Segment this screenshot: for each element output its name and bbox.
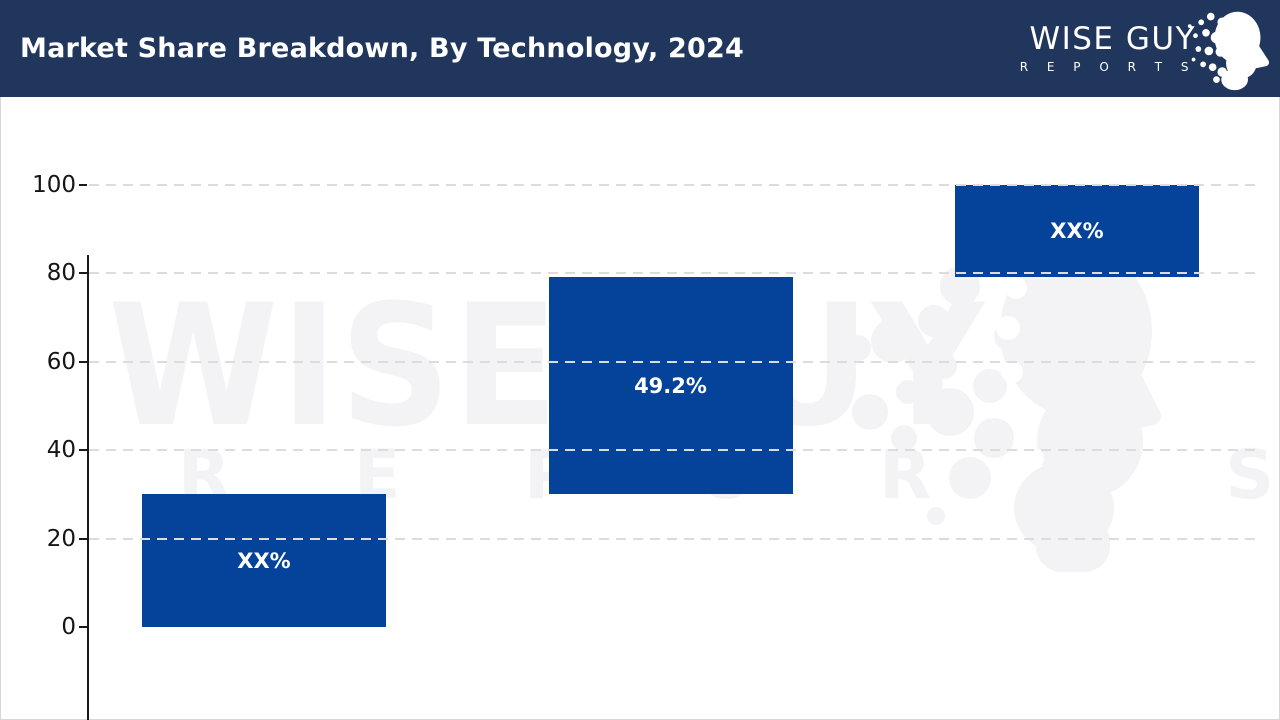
bar-organic-light-emitting-diode: [142, 494, 386, 627]
gridline-y-60: [89, 360, 1262, 363]
y-axis-tick-60: [79, 360, 87, 363]
logo-reports-text: R E P O R T S: [1019, 60, 1196, 74]
plot-area: XX%49.2%XX%020406080100Organic Light Emi…: [0, 97, 1280, 720]
y-axis-label-80: 80: [46, 260, 76, 287]
page-title: Market Share Breakdown, By Technology, 2…: [20, 33, 745, 64]
y-axis-label-100: 100: [32, 172, 76, 198]
y-axis-tick-0: [79, 626, 87, 628]
y-axis-label-20: 20: [46, 525, 76, 552]
watermark-head-icon: [845, 228, 1161, 572]
y-axis-tick-80: [79, 272, 87, 275]
header-bar: Market Share Breakdown, By Technology, 2…: [0, 0, 1280, 97]
y-axis-spine: [87, 255, 89, 720]
bar-value-label-phosphorescent-oled: 49.2%: [634, 373, 707, 398]
logo-wiseguy-text: WISE GUY: [1029, 21, 1196, 57]
y-axis-label-60: 60: [46, 348, 76, 375]
y-axis-tick-20: [79, 537, 87, 540]
logo-text: WISE GUY R E P O R T S: [1020, 22, 1196, 75]
bar-value-label-organic-light-emitting-diode: XX%: [237, 548, 291, 573]
y-axis-label-40: 40: [46, 437, 76, 464]
watermark-wiseguy-text: WISE GUY: [108, 268, 986, 464]
bar-phosphorescent-oled: [548, 276, 793, 495]
bar-quantum-dot-oled: [955, 185, 1199, 277]
gridline-y-100: [89, 184, 1262, 186]
dotted-head-icon: [1187, 11, 1270, 91]
bar-value-label-quantum-dot-oled: XX%: [1050, 218, 1104, 243]
y-axis-label-0: 0: [61, 614, 76, 640]
gridline-y-80: [89, 272, 1262, 275]
gridline-y-20: [89, 537, 1262, 540]
gridline-y-40: [89, 449, 1262, 452]
y-axis-tick-100: [79, 184, 87, 186]
wise-guy-reports-logo: WISE GUY R E P O R T S: [1004, 6, 1272, 92]
y-axis-tick-40: [79, 449, 87, 452]
